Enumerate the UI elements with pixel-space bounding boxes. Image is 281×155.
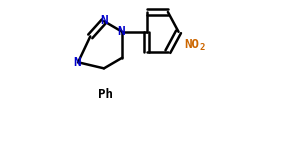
Text: N: N <box>118 25 125 38</box>
Text: NO: NO <box>185 38 200 51</box>
Text: Ph: Ph <box>98 88 113 101</box>
Text: N: N <box>100 14 108 27</box>
Text: N: N <box>74 56 81 69</box>
Text: 2: 2 <box>199 43 205 52</box>
